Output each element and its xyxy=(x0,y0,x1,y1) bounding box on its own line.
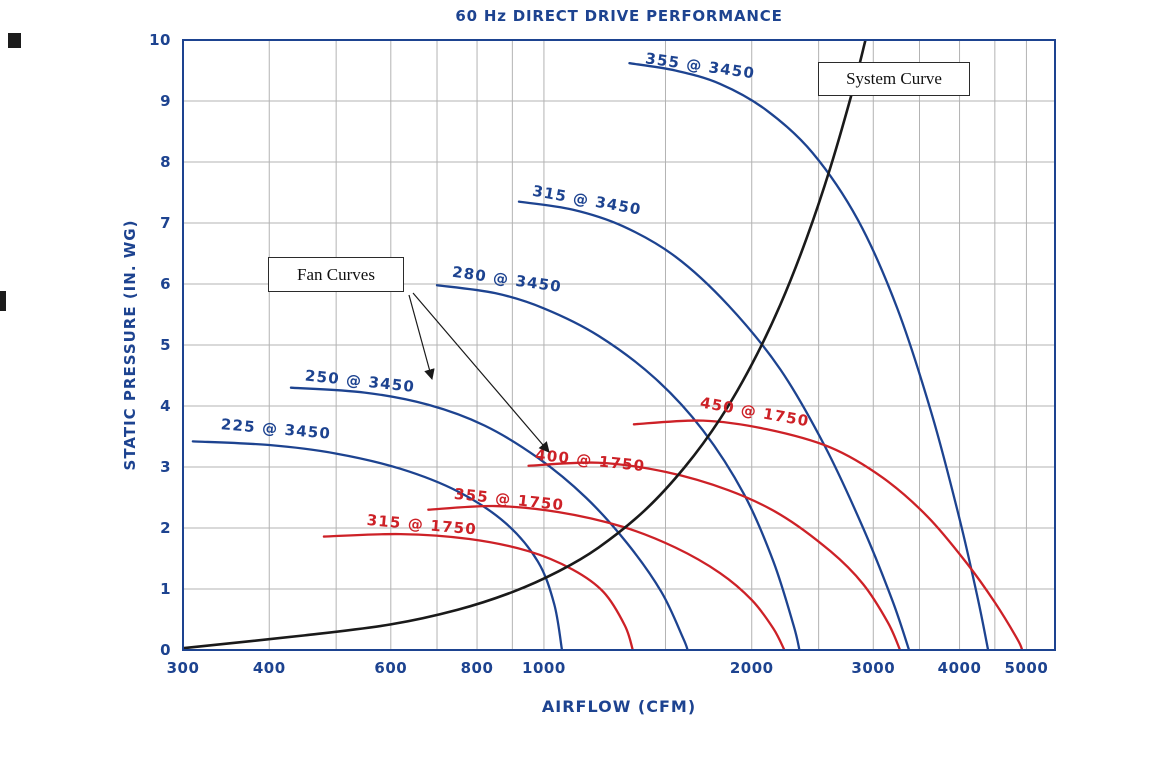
x-tick-800: 800 xyxy=(461,659,494,677)
y-tick-5: 5 xyxy=(160,336,171,354)
curve-250-3450 xyxy=(289,386,689,651)
curve-label-225-3450: 225 @ 3450 xyxy=(220,415,332,443)
gridlines xyxy=(182,39,1055,651)
curves xyxy=(182,39,1024,651)
system-curve-annotation-label: System Curve xyxy=(846,69,942,88)
y-tick-9: 9 xyxy=(160,92,171,110)
curve-355-3450 xyxy=(628,62,990,651)
curve-315-1750 xyxy=(322,532,634,651)
curve-label-400-1750: 400 @ 1750 xyxy=(534,446,646,475)
y-tick-0: 0 xyxy=(160,641,171,659)
curve-280-3450 xyxy=(435,284,801,651)
y-tick-1: 1 xyxy=(160,580,171,598)
curve-label-355-1750: 355 @ 1750 xyxy=(453,485,565,514)
y-tick-3: 3 xyxy=(160,458,171,476)
y-tick-7: 7 xyxy=(160,214,171,232)
scan-artifact xyxy=(0,291,6,311)
curve-system-curve xyxy=(182,39,867,650)
axis-tick-labels: 300 400 600 800 1000 2000 3000 4000 5000 0 1 2 3 4 5 6 7… xyxy=(149,31,1048,677)
x-tick-300: 300 xyxy=(167,659,200,677)
fan-curves-arrows xyxy=(408,292,550,453)
scan-artifact xyxy=(8,33,21,48)
x-tick-2000: 2000 xyxy=(730,659,774,677)
system-curve-annotation-box: System Curve xyxy=(818,62,970,96)
annotation-arrow-2 xyxy=(412,292,550,453)
curve-225-3450 xyxy=(191,440,564,651)
curve-355-1750 xyxy=(427,504,786,651)
y-tick-8: 8 xyxy=(160,153,171,171)
y-axis-label: STATIC PRESSURE (IN. WG) xyxy=(121,219,139,471)
y-tick-6: 6 xyxy=(160,275,171,293)
x-tick-1000: 1000 xyxy=(522,659,566,677)
fan-curves-annotation-label: Fan Curves xyxy=(297,264,375,284)
curve-315-3450 xyxy=(517,200,911,651)
x-tick-5000: 5000 xyxy=(1005,659,1049,677)
curve-450-1750 xyxy=(632,419,1024,651)
x-tick-600: 600 xyxy=(374,659,407,677)
x-axis-label: AIRFLOW (CFM) xyxy=(541,697,697,716)
y-tick-4: 4 xyxy=(160,397,171,415)
x-tick-4000: 4000 xyxy=(938,659,982,677)
plot-border xyxy=(182,39,1056,651)
fan-curves-annotation-box: Fan Curves xyxy=(268,257,404,292)
chart-title: 60 Hz DIRECT DRIVE PERFORMANCE xyxy=(455,7,783,25)
annotation-arrow-1 xyxy=(408,294,435,381)
y-tick-2: 2 xyxy=(160,519,171,537)
y-tick-10: 10 xyxy=(149,31,171,49)
curve-label-280-3450: 280 @ 3450 xyxy=(451,263,563,296)
curve-400-1750 xyxy=(527,461,902,651)
x-tick-3000: 3000 xyxy=(851,659,895,677)
x-tick-400: 400 xyxy=(253,659,286,677)
